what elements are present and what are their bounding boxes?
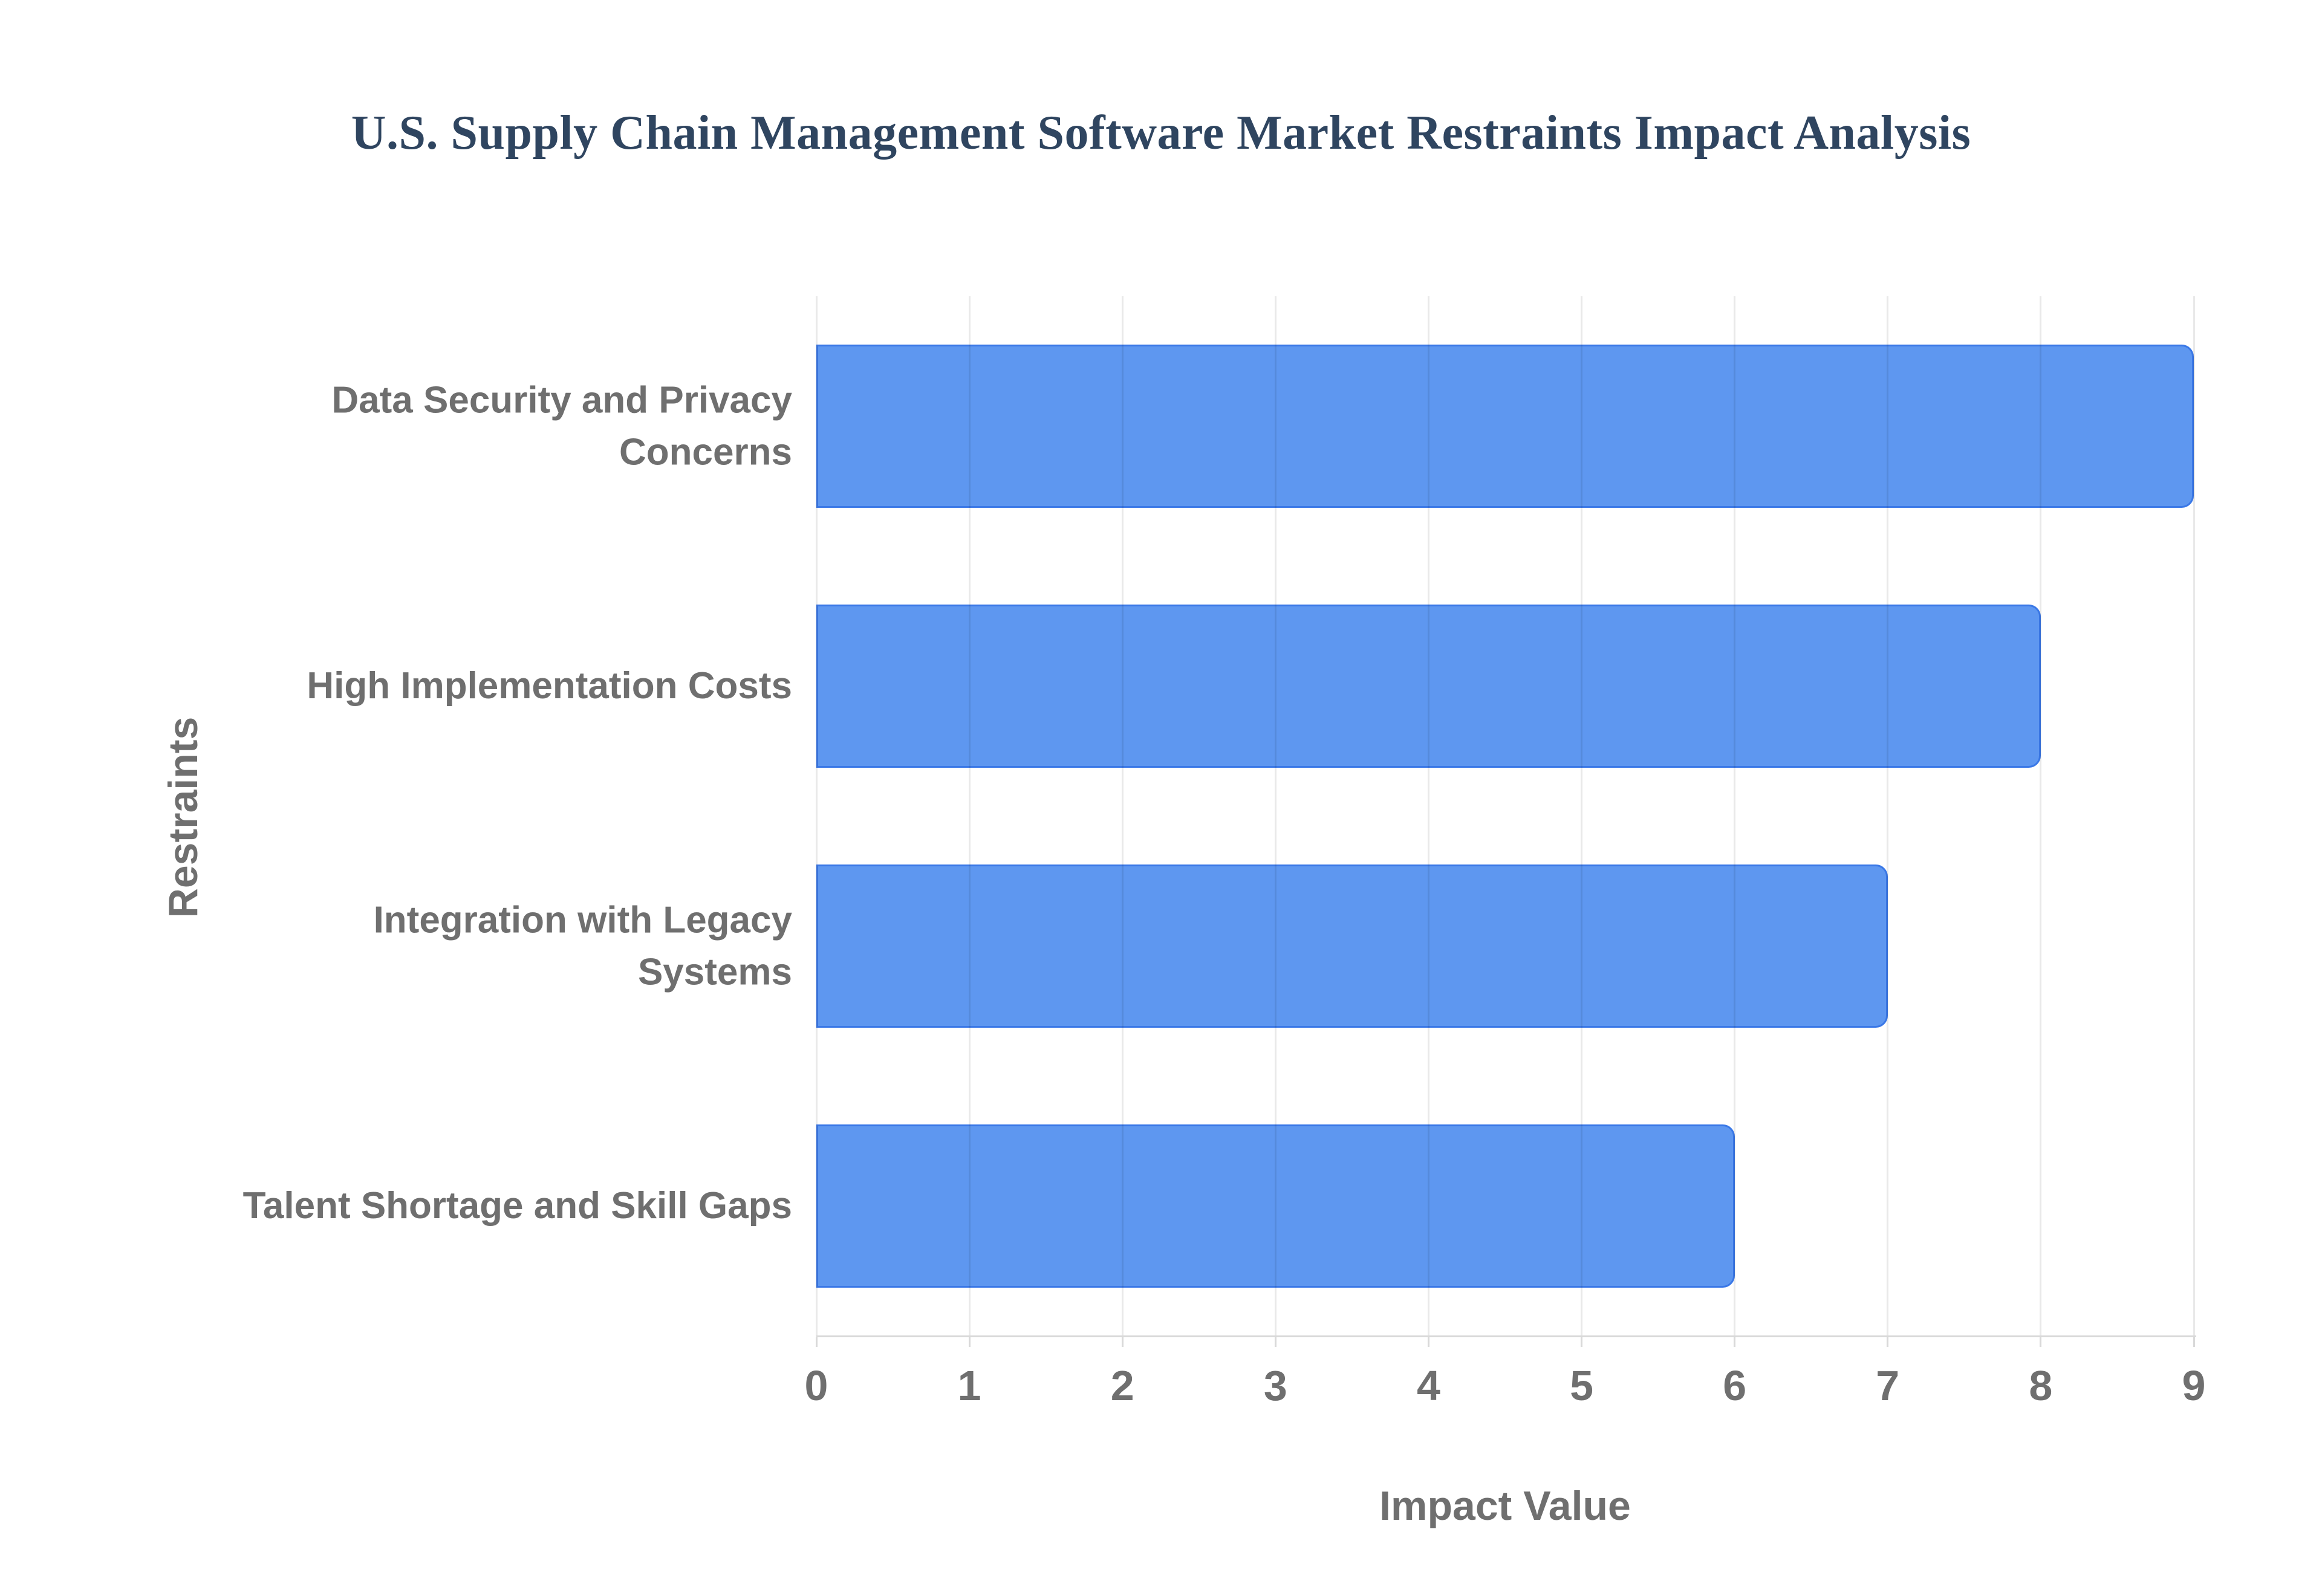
y-category-label-3: Talent Shortage and Skill Gaps — [242, 1185, 792, 1227]
x-tick-label-0: 0 — [804, 1362, 828, 1409]
x-tick-label-3: 3 — [1263, 1362, 1287, 1409]
bar-2 — [816, 864, 1888, 1028]
tick-mark-9 — [2193, 1337, 2195, 1347]
x-tick-label-2: 2 — [1110, 1362, 1134, 1409]
x-axis-line — [816, 1335, 2196, 1337]
x-tick-label-6: 6 — [1723, 1362, 1747, 1409]
tick-mark-5 — [1581, 1337, 1583, 1347]
gridline-x-1 — [968, 296, 971, 1336]
y-category-label-2: Integration with Legacy Systems — [373, 899, 792, 993]
tick-mark-0 — [815, 1337, 818, 1347]
tick-mark-4 — [1427, 1337, 1429, 1347]
gridline-x-2 — [1121, 296, 1124, 1336]
gridline-x-8 — [2040, 296, 2042, 1336]
y-axis-labels: Data Security and Privacy Concerns High I… — [0, 296, 792, 1336]
y-category-label-0: Data Security and Privacy Concerns — [331, 379, 792, 473]
gridline-x-7 — [1887, 296, 1889, 1336]
x-tick-label-5: 5 — [1570, 1362, 1594, 1409]
tick-mark-6 — [1734, 1337, 1736, 1347]
tick-mark-8 — [2040, 1337, 2042, 1347]
chart-title: U.S. Supply Chain Management Software Ma… — [351, 106, 1971, 160]
gridline-x-3 — [1274, 296, 1276, 1336]
tick-mark-2 — [1121, 1337, 1124, 1347]
x-tick-label-9: 9 — [2182, 1362, 2206, 1409]
gridline-x-6 — [1734, 296, 1736, 1336]
tick-mark-1 — [968, 1337, 971, 1347]
x-tick-label-7: 7 — [1876, 1362, 1900, 1409]
bar-3 — [816, 1124, 1735, 1288]
gridline-x-5 — [1581, 296, 1583, 1336]
gridline-x-9 — [2193, 296, 2195, 1336]
y-category-label-1: High Implementation Costs — [307, 665, 792, 707]
x-axis-title: Impact Value — [1379, 1483, 1631, 1529]
x-tick-label-8: 8 — [2029, 1362, 2053, 1409]
bar-1 — [816, 605, 2041, 768]
plot-area — [815, 296, 2195, 1336]
bar-0 — [816, 345, 2194, 508]
x-tick-label-1: 1 — [957, 1362, 981, 1409]
tick-mark-7 — [1887, 1337, 1889, 1347]
x-tick-label-4: 4 — [1416, 1362, 1440, 1409]
gridline-x-4 — [1427, 296, 1429, 1336]
gridline-x-0 — [815, 296, 818, 1336]
tick-mark-3 — [1274, 1337, 1276, 1347]
